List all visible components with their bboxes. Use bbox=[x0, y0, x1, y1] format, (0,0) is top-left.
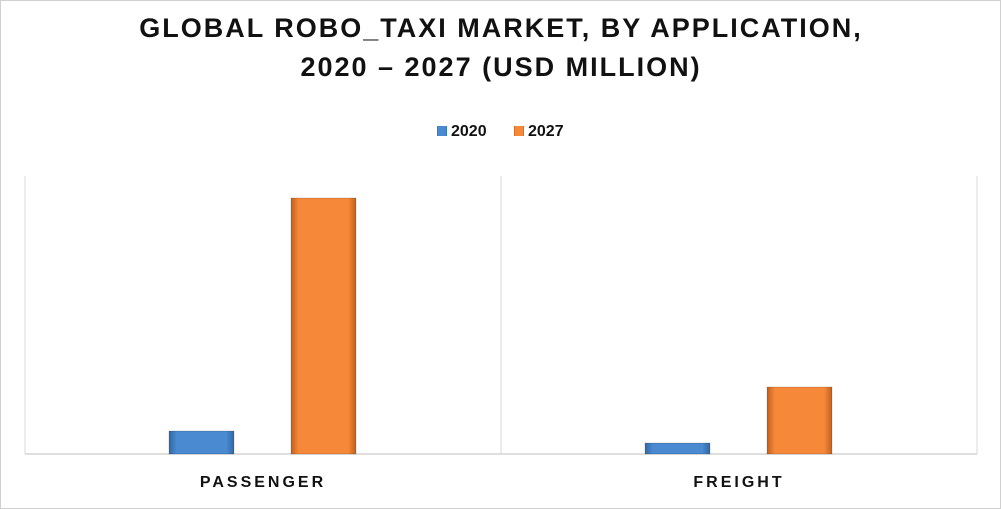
bar bbox=[168, 430, 235, 455]
bar bbox=[644, 442, 711, 455]
x-tick-label: PASSENGER bbox=[200, 474, 326, 491]
legend-label: 2027 bbox=[528, 123, 564, 140]
legend-label: 2020 bbox=[451, 123, 487, 140]
bar bbox=[766, 386, 833, 455]
chart-title: GLOBAL ROBO_TAXI MARKET, BY APPLICATION,… bbox=[139, 13, 863, 82]
legend-swatch bbox=[437, 126, 447, 136]
bar bbox=[290, 197, 357, 455]
x-tick-label: FREIGHT bbox=[693, 474, 784, 491]
legend-swatch bbox=[514, 126, 524, 136]
